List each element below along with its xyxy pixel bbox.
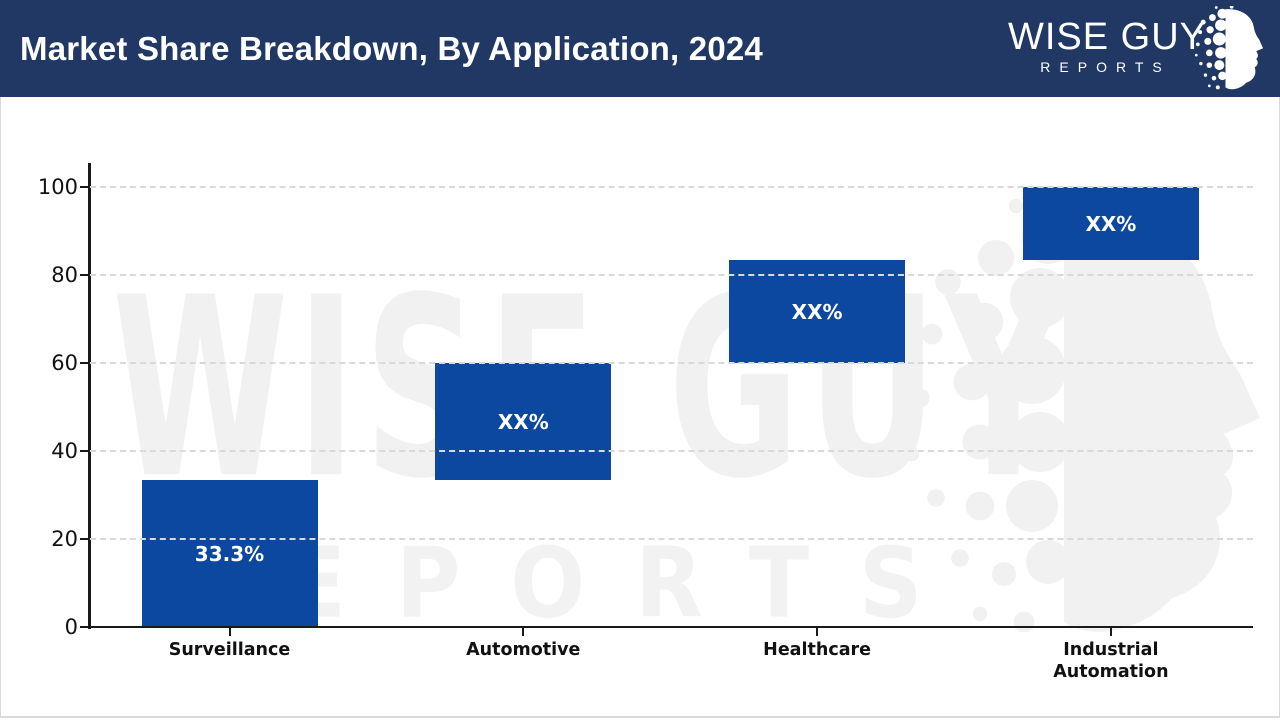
bar (435, 363, 612, 481)
x-category-label: Healthcare (763, 640, 872, 660)
x-tick (228, 627, 231, 636)
x-axis-line (88, 625, 1253, 628)
x-category-label: Industrial Automation (1053, 640, 1169, 682)
gridline (90, 362, 1253, 364)
y-tick-label: 80 (51, 263, 78, 287)
bar-value-label: XX% (791, 299, 843, 324)
brand-name: WISE GUY (1008, 16, 1207, 58)
y-axis-line (88, 163, 91, 629)
dotted-head-icon (1194, 6, 1264, 90)
bar-value-label: XX% (1085, 211, 1137, 236)
page-title: Market Share Breakdown, By Application, … (20, 29, 763, 67)
y-tick (80, 186, 89, 188)
x-category-label: Surveillance (168, 640, 291, 660)
x-tick (522, 627, 525, 636)
bottom-border (0, 716, 1280, 717)
brand-logo-text: WISE GUY REPORTS (1008, 16, 1207, 75)
gridline (90, 450, 1253, 452)
y-tick-label: 0 (64, 615, 78, 639)
bar (141, 480, 318, 627)
y-tick (80, 450, 89, 452)
bar-value-label: 33.3% (194, 541, 265, 566)
gridline (90, 186, 1253, 188)
y-tick-label: 20 (51, 527, 78, 551)
y-tick-label: 100 (37, 175, 78, 199)
brand-logo: WISE GUY REPORTS (1008, 4, 1268, 94)
header-bar: Market Share Breakdown, By Application, … (0, 0, 1280, 97)
gridline (90, 538, 1253, 540)
y-tick-label: 40 (51, 439, 78, 463)
bar-value-label: XX% (497, 409, 549, 434)
x-tick (816, 627, 819, 636)
y-tick (80, 274, 89, 276)
chart-area: WISE GUY REPORTS 0 20 40 60 80 100 33.3% Survei… (0, 97, 1280, 717)
x-tick (1109, 627, 1112, 636)
bar (1022, 187, 1199, 261)
y-tick (80, 538, 89, 540)
gridline (90, 274, 1253, 276)
brand-subtitle: REPORTS (1040, 59, 1171, 75)
bar (729, 260, 906, 363)
watermark-head-icon (904, 197, 1260, 633)
y-tick-label: 60 (51, 351, 78, 375)
x-category-label: Automotive (466, 640, 581, 660)
y-tick (80, 362, 89, 364)
y-tick (80, 626, 89, 628)
